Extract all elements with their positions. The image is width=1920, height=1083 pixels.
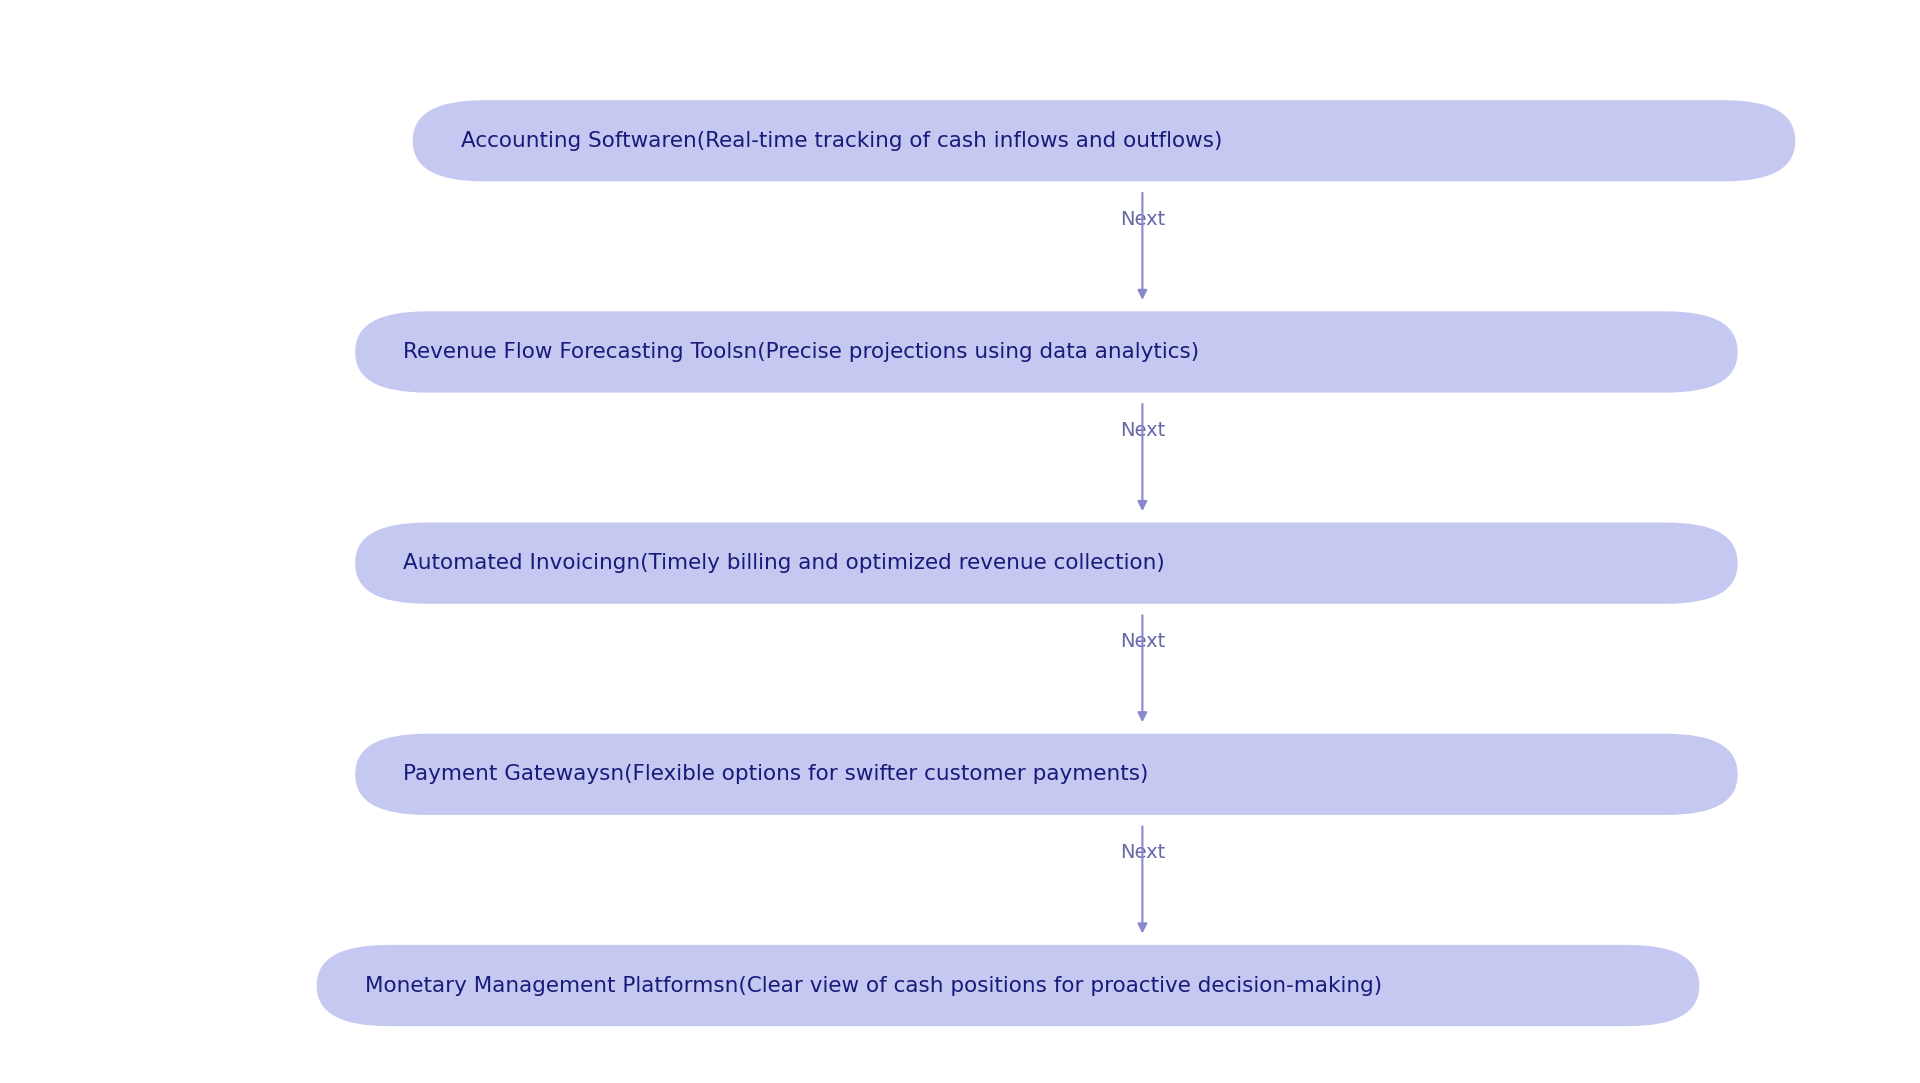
Text: Monetary Management Platformsn(Clear view of cash positions for proactive decisi: Monetary Management Platformsn(Clear vie… xyxy=(365,976,1382,995)
FancyBboxPatch shape xyxy=(355,312,1738,393)
Text: Next: Next xyxy=(1119,421,1165,440)
Text: Next: Next xyxy=(1119,844,1165,862)
Text: Accounting Softwaren(Real-time tracking of cash inflows and outflows): Accounting Softwaren(Real-time tracking … xyxy=(461,131,1223,151)
Text: Revenue Flow Forecasting Toolsn(Precise projections using data analytics): Revenue Flow Forecasting Toolsn(Precise … xyxy=(403,342,1200,362)
FancyBboxPatch shape xyxy=(355,523,1738,604)
FancyBboxPatch shape xyxy=(413,101,1795,182)
FancyBboxPatch shape xyxy=(317,944,1699,1027)
Text: Payment Gatewaysn(Flexible options for swifter customer payments): Payment Gatewaysn(Flexible options for s… xyxy=(403,765,1148,784)
Text: Next: Next xyxy=(1119,632,1165,651)
Text: Next: Next xyxy=(1119,210,1165,229)
Text: Automated Invoicingn(Timely billing and optimized revenue collection): Automated Invoicingn(Timely billing and … xyxy=(403,553,1165,573)
FancyBboxPatch shape xyxy=(355,734,1738,815)
